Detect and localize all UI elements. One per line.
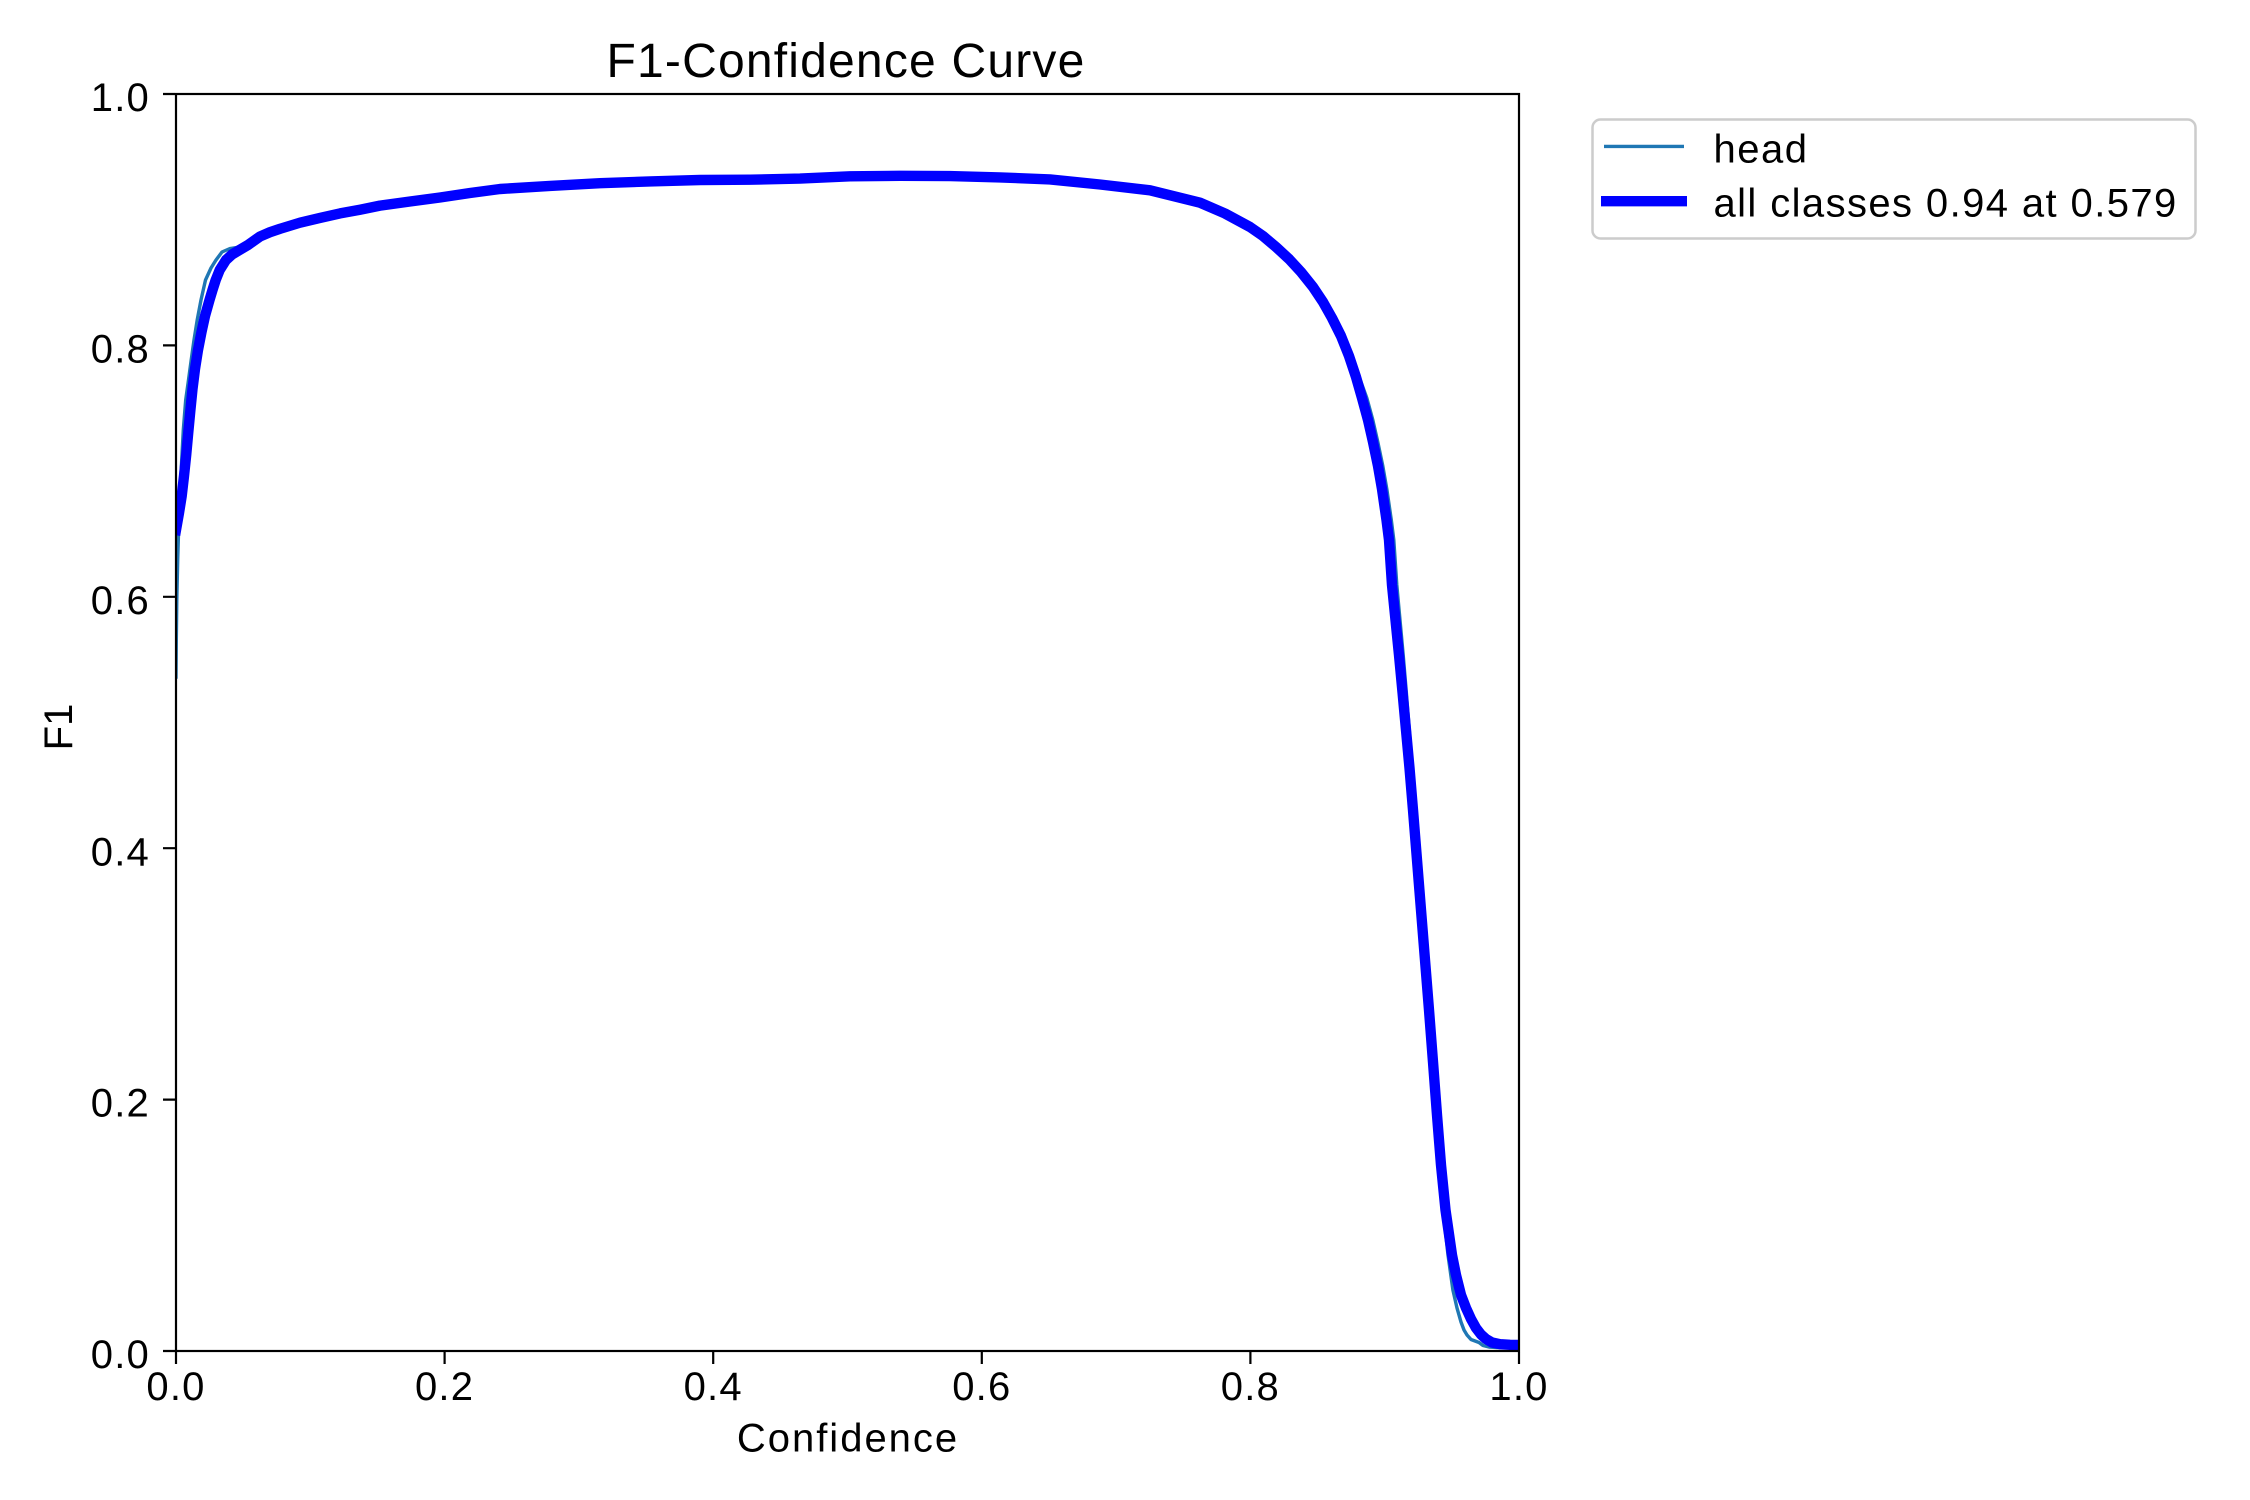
svg-text:0.8: 0.8 bbox=[91, 328, 150, 372]
svg-text:1.0: 1.0 bbox=[1489, 1365, 1548, 1409]
svg-text:0.6: 0.6 bbox=[952, 1365, 1011, 1409]
svg-text:0.4: 0.4 bbox=[684, 1365, 743, 1409]
svg-text:0.0: 0.0 bbox=[91, 1333, 150, 1377]
svg-text:0.6: 0.6 bbox=[91, 579, 150, 623]
svg-text:1.0: 1.0 bbox=[91, 76, 150, 120]
svg-text:Confidence: Confidence bbox=[737, 1417, 959, 1461]
svg-text:F1: F1 bbox=[37, 704, 81, 751]
svg-text:0.8: 0.8 bbox=[1221, 1365, 1280, 1409]
svg-text:F1-Confidence Curve: F1-Confidence Curve bbox=[606, 35, 1085, 88]
svg-text:head: head bbox=[1714, 128, 1809, 172]
svg-text:all classes 0.94 at 0.579: all classes 0.94 at 0.579 bbox=[1714, 182, 2178, 226]
svg-text:0.2: 0.2 bbox=[91, 1082, 150, 1126]
svg-text:0.2: 0.2 bbox=[415, 1365, 474, 1409]
svg-text:0.4: 0.4 bbox=[91, 830, 150, 874]
svg-text:0.0: 0.0 bbox=[146, 1365, 205, 1409]
